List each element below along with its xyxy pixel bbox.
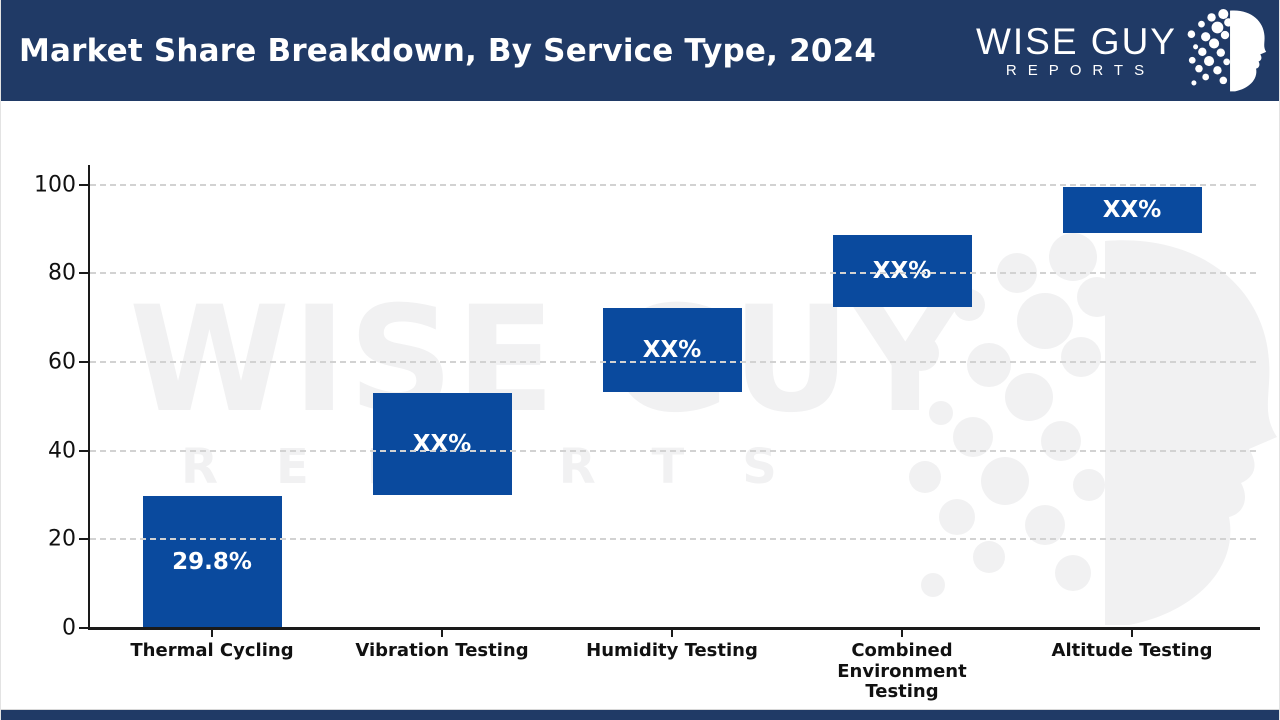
footer-bar [1,709,1279,720]
y-tick-mark [79,627,88,629]
gridline-100 [90,183,1256,186]
y-tick-mark [79,183,88,186]
x-category-label: Thermal Cycling [130,640,294,661]
wise-guy-logo: WISE GUY REPORTS [976,8,1267,93]
bar-segment: XX% [1062,186,1202,233]
y-tick-label: 100 [34,172,76,197]
y-tick-mark [79,538,88,541]
y-axis-spine [88,165,90,630]
y-tick-mark [79,360,88,363]
x-tick-mark [441,629,443,637]
x-category-label: Altitude Testing [1051,640,1213,661]
x-tick-mark [1131,629,1133,637]
watermark-wordmark: WISE GUY [129,275,961,445]
gridline-60 [90,360,1256,363]
y-tick-label: 0 [62,615,76,641]
x-category-label: Humidity Testing [586,640,758,661]
bar-segment: XX% [372,392,512,496]
y-tick-label: 80 [48,260,76,286]
y-tick-label: 20 [48,526,76,552]
x-tick-mark [671,629,673,637]
bar-segment: XX% [602,307,742,393]
dotted-head-icon [1187,8,1267,91]
x-tick-mark [211,629,213,637]
bar-segment: 29.8% [142,495,282,628]
x-tick-mark [901,629,903,637]
y-tick-label: 40 [48,438,76,464]
x-category-label: Vibration Testing [355,640,529,661]
bar-value-label: XX% [412,431,472,458]
header: Market Share Breakdown, By Service Type,… [1,0,1279,101]
bar-value-label: XX% [642,336,702,363]
page-title: Market Share Breakdown, By Service Type,… [19,32,877,69]
gridline-40 [90,449,1256,452]
y-tick-mark [79,449,88,452]
bar-value-label: XX% [1102,196,1162,223]
y-tick-label: 60 [48,349,76,375]
logo-reports-label: REPORTS [1005,62,1156,79]
bar-segment: XX% [832,234,972,307]
gridline-20 [90,538,1256,541]
watermark-head-icon [903,233,1277,625]
chart-plot-area: WISE GUY REPORTS 02040608010029.8%Therma… [1,101,1279,710]
logo-text: WISE GUY REPORTS [976,23,1177,78]
logo-wordmark: WISE GUY [975,21,1177,62]
gridline-80 [90,272,1256,275]
x-axis-spine [88,627,1260,630]
bar-value-label: 29.8% [172,548,252,575]
bar-value-label: XX% [872,257,932,284]
y-tick-mark [79,272,88,275]
x-category-label: Combined Environment Testing [837,640,967,703]
